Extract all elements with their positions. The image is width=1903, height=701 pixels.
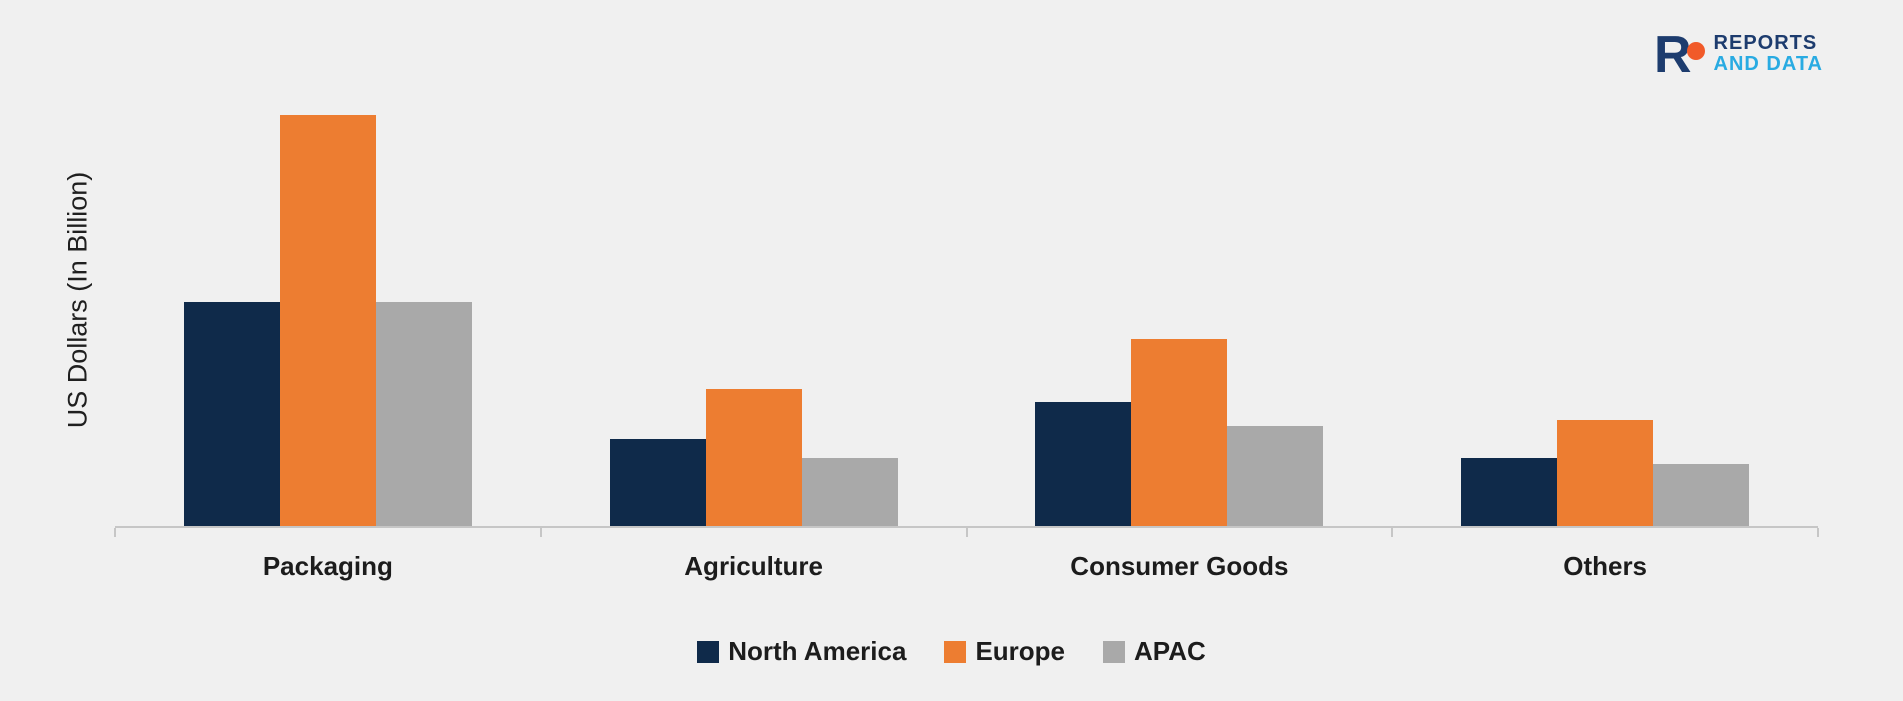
axis-tick — [1817, 528, 1819, 537]
axis-tick — [114, 528, 116, 537]
bar-europe-consumer-goods — [1131, 339, 1228, 526]
legend-item-europe: Europe — [944, 636, 1065, 667]
bar-north-america-others — [1461, 457, 1558, 526]
logo-title: REPORTS — [1713, 32, 1818, 54]
category-label-agriculture: Agriculture — [684, 551, 823, 581]
chart-legend: North America Europe APAC — [0, 636, 1903, 667]
legend-item-apac: APAC — [1103, 636, 1206, 667]
bar-apac-packaging — [375, 302, 472, 526]
svg-text:R: R — [1654, 30, 1692, 78]
bar-group-consumer-goods — [967, 78, 1393, 526]
legend-label-europe: Europe — [975, 636, 1066, 666]
bar-group-agriculture — [541, 78, 967, 526]
legend-item-north-america: North America — [697, 636, 906, 667]
x-axis-ticks — [114, 528, 1819, 537]
category-labels-row: Packaging Agriculture Consumer Goods Others — [115, 551, 1818, 582]
plot-area — [115, 78, 1818, 528]
axis-tick — [1391, 528, 1394, 537]
bar-europe-agriculture — [705, 389, 802, 526]
legend-swatch-europe — [944, 640, 967, 663]
axis-tick — [965, 528, 968, 537]
legend-swatch-apac — [1103, 640, 1126, 663]
rd-logo-icon: R — [1654, 26, 1706, 84]
reports-and-data-logo: R REPORTS AND DATA — [1654, 26, 1823, 84]
logo-subtitle: AND DATA — [1713, 53, 1823, 75]
legend-label-north-america: North America — [728, 636, 907, 666]
axis-tick — [539, 528, 542, 537]
bar-apac-others — [1653, 463, 1750, 526]
y-axis-label: US Dollars (In Billion) — [62, 171, 93, 429]
logo-wordmark: REPORTS AND DATA — [1714, 33, 1823, 75]
bar-europe-packaging — [279, 115, 376, 526]
bar-group-packaging — [115, 78, 541, 526]
category-label-packaging: Packaging — [262, 551, 393, 581]
bar-apac-agriculture — [801, 457, 898, 526]
category-label-others: Others — [1563, 551, 1648, 581]
legend-swatch-north-america — [697, 640, 720, 663]
bar-europe-others — [1557, 420, 1654, 526]
category-label-consumer-goods: Consumer Goods — [1070, 551, 1289, 581]
bar-north-america-consumer-goods — [1035, 401, 1132, 526]
bar-north-america-packaging — [183, 302, 280, 526]
bar-group-others — [1392, 78, 1818, 526]
legend-label-apac: APAC — [1134, 636, 1206, 666]
plot-region: Packaging Agriculture Consumer Goods Others — [114, 78, 1819, 582]
bar-north-america-agriculture — [609, 438, 706, 526]
bar-apac-consumer-goods — [1227, 426, 1324, 526]
